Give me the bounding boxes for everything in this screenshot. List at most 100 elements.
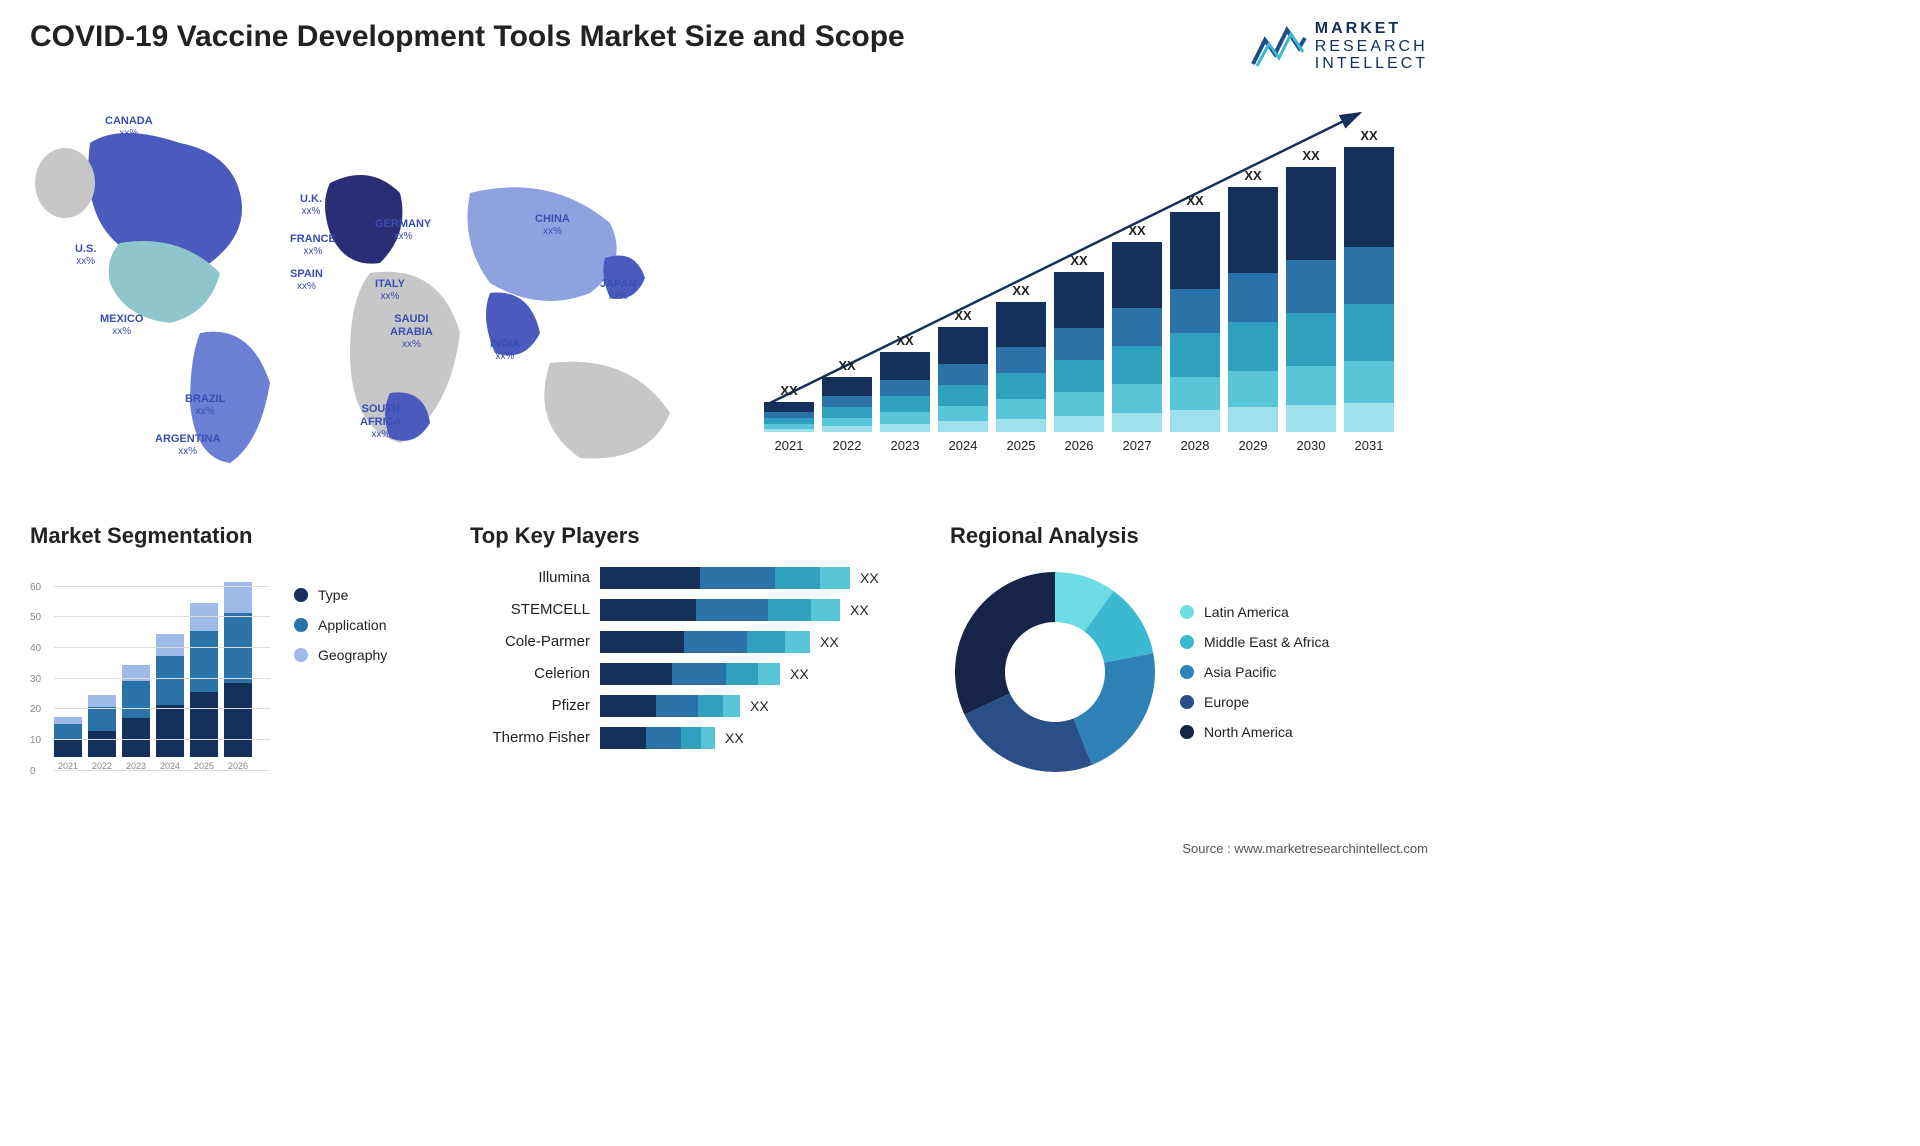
regional-chart: Latin America Middle East & Africa Asia Pa… <box>950 567 1428 777</box>
logo-line1: MARKET <box>1315 20 1428 38</box>
map-label-canada: CANADAxx% <box>105 115 153 140</box>
market-size-chart: XX2021XX2022XX2023XX2024XX2025XX2026XX20… <box>730 103 1428 483</box>
main-bar-2028: XX 2028 <box>1170 193 1220 453</box>
main-bar-2024: XX2024 <box>938 308 988 453</box>
map-label-china: CHINAxx% <box>535 213 570 238</box>
bar-year-label: 2026 <box>1065 438 1094 453</box>
map-label-argentina: ARGENTINAxx% <box>155 433 220 458</box>
bar-value-label: XX <box>1128 223 1145 238</box>
bar-value-label: XX <box>1302 148 1319 163</box>
players-chart: IlluminaXXSTEMCELLXXCole-ParmerXXCelerio… <box>470 567 920 749</box>
player-row-thermo-fisher: Thermo Fisher XX <box>470 727 920 749</box>
player-name: STEMCELL <box>470 601 600 618</box>
bar-value-label: XX <box>1244 168 1261 183</box>
players-title: Top Key Players <box>470 523 920 549</box>
map-label-u.s.: U.S.xx% <box>75 243 96 268</box>
bar-value-label: XX <box>1070 253 1087 268</box>
y-tick: 30 <box>30 674 41 685</box>
player-row-illumina: Illumina XX <box>470 567 920 589</box>
logo-line2: RESEARCH <box>1315 38 1428 56</box>
world-map-panel: CANADAxx% U.S.xx% MEXICOxx% BRAZILxx% ARGENT… <box>30 103 690 483</box>
player-name: Illumina <box>470 569 600 586</box>
main-bar-2027: XX 2027 <box>1112 223 1162 453</box>
player-name: Cole-Parmer <box>470 633 600 650</box>
seg-bar-2022: 2022 <box>88 695 116 770</box>
legend-item-application: Application <box>294 617 387 633</box>
map-label-india: INDIAxx% <box>490 338 520 363</box>
y-tick: 40 <box>30 643 41 654</box>
map-label-france: FRANCExx% <box>290 233 336 258</box>
player-row-pfizer: Pfizer XX <box>470 695 920 717</box>
main-bar-2023: XX 2023 <box>880 333 930 453</box>
bar-year-label: 2030 <box>1297 438 1326 453</box>
map-label-mexico: MEXICOxx% <box>100 313 143 338</box>
seg-bar-2025: 2025 <box>190 603 218 770</box>
player-name: Thermo Fisher <box>470 729 600 746</box>
bar-value-label: XX <box>1012 283 1029 298</box>
segmentation-title: Market Segmentation <box>30 523 440 549</box>
bar-value-label: XX <box>838 358 855 373</box>
region-legend-north-america: North America <box>1180 724 1329 740</box>
player-value: XX <box>860 570 879 586</box>
map-label-brazil: BRAZILxx% <box>185 393 225 418</box>
page-title: COVID-19 Vaccine Development Tools Marke… <box>30 20 905 54</box>
player-row-cole-parmer: Cole-Parmer XX <box>470 631 920 653</box>
legend-item-type: Type <box>294 587 387 603</box>
bar-value-label: XX <box>780 383 797 398</box>
logo-line3: INTELLECT <box>1315 55 1428 73</box>
player-value: XX <box>820 634 839 650</box>
main-bar-2021: XX 2021 <box>764 383 814 453</box>
player-value: XX <box>790 666 809 682</box>
player-name: Pfizer <box>470 697 600 714</box>
main-bar-2025: XX 2025 <box>996 283 1046 453</box>
region-legend-europe: Europe <box>1180 694 1329 710</box>
player-value: XX <box>850 602 869 618</box>
region-legend-latin-america: Latin America <box>1180 604 1329 620</box>
regional-title: Regional Analysis <box>950 523 1428 549</box>
map-label-saudi-arabia: SAUDIARABIAxx% <box>390 313 433 351</box>
segmentation-chart: 202120222023202420252026 0 10 20 30 40 50 60 T… <box>30 567 440 787</box>
seg-bar-2023: 2023 <box>122 665 150 771</box>
region-legend-asia-pacific: Asia Pacific <box>1180 664 1329 680</box>
seg-bar-2024: 2024 <box>156 634 184 771</box>
bar-value-label: XX <box>1360 128 1377 143</box>
bar-year-label: 2023 <box>891 438 920 453</box>
player-row-stemcell: STEMCELL XX <box>470 599 920 621</box>
player-value: XX <box>725 730 744 746</box>
main-bar-2026: XX 2026 <box>1054 253 1104 453</box>
map-label-japan: JAPANxx% <box>600 278 636 303</box>
main-bar-2031: XX 2031 <box>1344 128 1394 453</box>
player-row-celerion: Celerion XX <box>470 663 920 685</box>
seg-bar-2026: 2026 <box>224 582 252 771</box>
player-value: XX <box>750 698 769 714</box>
logo-icon <box>1251 24 1307 68</box>
source-label: Source : www.marketresearchintellect.com <box>1182 841 1428 856</box>
bar-year-label: 2022 <box>833 438 862 453</box>
map-label-italy: ITALYxx% <box>375 278 405 303</box>
bar-value-label: XX <box>1186 193 1203 208</box>
brand-logo: MARKET RESEARCH INTELLECT <box>1251 20 1428 73</box>
y-tick: 0 <box>30 766 36 777</box>
bar-year-label: 2024 <box>949 438 978 453</box>
y-tick: 10 <box>30 735 41 746</box>
donut-chart <box>950 567 1160 777</box>
seg-bar-2021: 2021 <box>54 717 82 771</box>
region-legend-middle-east-africa: Middle East & Africa <box>1180 634 1329 650</box>
bar-year-label: 2031 <box>1355 438 1384 453</box>
y-tick: 60 <box>30 582 41 593</box>
y-tick: 50 <box>30 612 41 623</box>
map-label-south-africa: SOUTHAFRICAxx% <box>360 403 402 441</box>
player-name: Celerion <box>470 665 600 682</box>
bar-year-label: 2021 <box>775 438 804 453</box>
bar-value-label: XX <box>896 333 913 348</box>
main-bar-2030: XX 2030 <box>1286 148 1336 453</box>
main-bar-2022: XX 2022 <box>822 358 872 453</box>
map-label-germany: GERMANYxx% <box>375 218 431 243</box>
bar-year-label: 2025 <box>1007 438 1036 453</box>
y-tick: 20 <box>30 704 41 715</box>
bar-year-label: 2028 <box>1181 438 1210 453</box>
main-bar-2029: XX 2029 <box>1228 168 1278 453</box>
bar-year-label: 2029 <box>1239 438 1268 453</box>
bar-year-label: 2027 <box>1123 438 1152 453</box>
legend-item-geography: Geography <box>294 647 387 663</box>
